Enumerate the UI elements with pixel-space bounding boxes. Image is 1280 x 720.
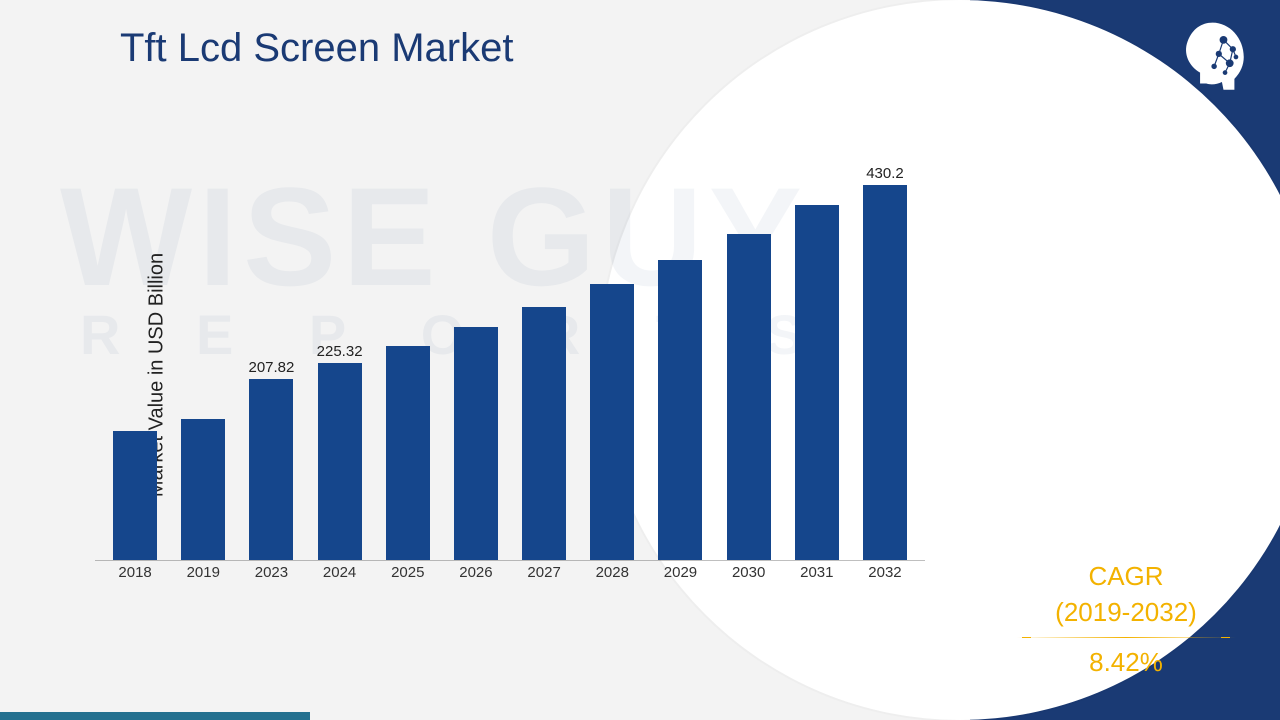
bar-col (169, 150, 237, 560)
bar (318, 363, 362, 560)
logo-text: WISE GUY (916, 33, 1162, 69)
bar-col (578, 150, 646, 560)
bars-container: 207.82 225.32 430.2 (95, 150, 925, 560)
x-axis: 2018201920232024202520262027202820292030… (95, 564, 925, 581)
bar-col (442, 150, 510, 560)
bar (727, 234, 771, 560)
bar (522, 307, 566, 560)
logo-subtext: R E P O R T S (916, 65, 1162, 81)
bar (249, 379, 293, 560)
x-tick: 2026 (442, 564, 510, 581)
bar (863, 185, 907, 560)
market-bar-chart: Market Value in USD Billion 207.82225.32… (95, 150, 925, 600)
bar-col (715, 150, 783, 560)
bar (454, 327, 498, 560)
bar-col: 430.2 (851, 150, 919, 560)
x-tick: 2028 (578, 564, 646, 581)
bar-value-label: 430.2 (866, 165, 904, 182)
cagr-value: 8.42% (1006, 644, 1246, 680)
x-tick: 2030 (715, 564, 783, 581)
bar-col (510, 150, 578, 560)
bar-value-label: 225.32 (317, 343, 363, 360)
x-tick: 2023 (237, 564, 305, 581)
bar-col (783, 150, 851, 560)
x-tick: 2019 (169, 564, 237, 581)
bar-col: 225.32 (306, 150, 374, 560)
footer-accent-bar (0, 712, 310, 720)
head-icon (1172, 18, 1250, 96)
x-tick: 2024 (306, 564, 374, 581)
bar (795, 205, 839, 560)
bar-col (101, 150, 169, 560)
cagr-label: CAGR (1006, 558, 1246, 594)
cagr-divider (1016, 637, 1236, 638)
x-tick: 2018 (101, 564, 169, 581)
brand-logo: WISE GUY R E P O R T S (916, 18, 1250, 96)
bar-col (374, 150, 442, 560)
bar (113, 431, 157, 560)
bar-col: 207.82 (237, 150, 305, 560)
cagr-box: CAGR (2019-2032) 8.42% (1006, 558, 1246, 680)
bar (658, 260, 702, 560)
x-tick: 2032 (851, 564, 919, 581)
x-tick: 2029 (646, 564, 714, 581)
bar (590, 284, 634, 560)
page-title: Tft Lcd Screen Market (120, 26, 513, 71)
x-tick: 2027 (510, 564, 578, 581)
x-tick: 2031 (783, 564, 851, 581)
cagr-period: (2019-2032) (1006, 594, 1246, 630)
bar-value-label: 207.82 (248, 359, 294, 376)
chart-plot-area: 207.82 225.32 430.2 (95, 150, 925, 561)
bar-col (646, 150, 714, 560)
x-tick: 2025 (374, 564, 442, 581)
bar (386, 346, 430, 560)
bar (181, 419, 225, 560)
